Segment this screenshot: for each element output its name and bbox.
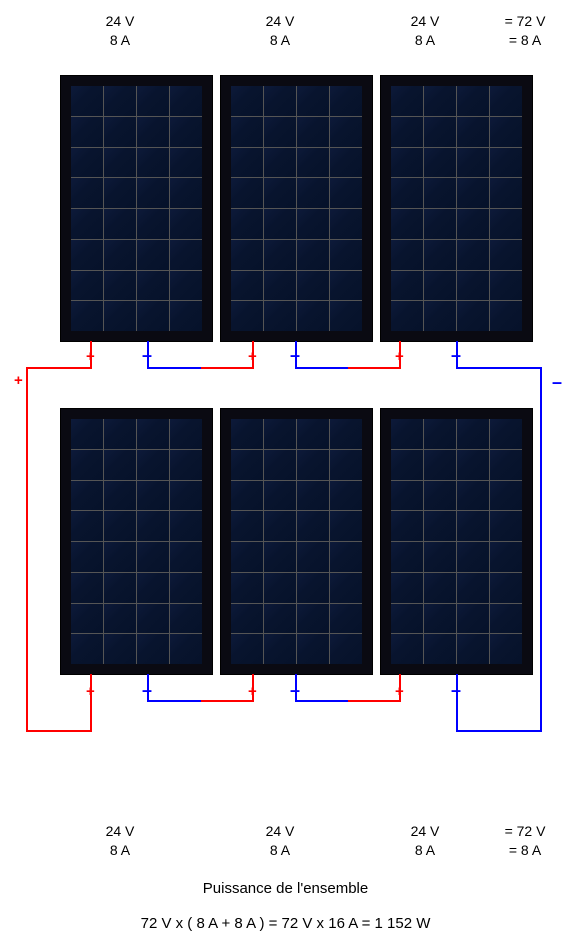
wire-neg bbox=[295, 700, 348, 702]
current-value: 8 A bbox=[270, 32, 290, 48]
panel-cells bbox=[391, 86, 522, 331]
wire-pos bbox=[26, 367, 92, 369]
panel-label-bottom-3: 24 V 8 A bbox=[395, 822, 455, 860]
wire-pos bbox=[399, 341, 401, 369]
wire-neg bbox=[147, 367, 201, 369]
solar-panel-6 bbox=[380, 408, 533, 675]
current-total: = 8 A bbox=[509, 32, 541, 48]
wire-neg bbox=[295, 341, 297, 369]
current-value: 8 A bbox=[110, 842, 130, 858]
plus-icon: + bbox=[14, 372, 23, 389]
wire-neg bbox=[147, 700, 201, 702]
solar-panel-3 bbox=[380, 75, 533, 342]
voltage-total: = 72 V bbox=[505, 823, 546, 839]
panel-label-bottom-1: 24 V 8 A bbox=[90, 822, 150, 860]
row-total-bottom: = 72 V = 8 A bbox=[495, 822, 555, 860]
current-value: 8 A bbox=[270, 842, 290, 858]
voltage-value: 24 V bbox=[106, 823, 135, 839]
current-value: 8 A bbox=[415, 32, 435, 48]
solar-panel-5 bbox=[220, 408, 373, 675]
current-value: 8 A bbox=[415, 842, 435, 858]
voltage-total: = 72 V bbox=[505, 13, 546, 29]
wire-pos bbox=[399, 674, 401, 702]
wire-pos bbox=[252, 341, 254, 369]
current-value: 8 A bbox=[110, 32, 130, 48]
voltage-value: 24 V bbox=[266, 823, 295, 839]
panel-label-top-2: 24 V 8 A bbox=[250, 12, 310, 50]
wire-pos bbox=[348, 700, 399, 702]
wire-pos bbox=[26, 730, 92, 732]
panel-label-top-3: 24 V 8 A bbox=[395, 12, 455, 50]
wire-pos bbox=[90, 674, 92, 732]
voltage-value: 24 V bbox=[411, 13, 440, 29]
wire-pos bbox=[201, 700, 252, 702]
wire-pos bbox=[348, 367, 399, 369]
wire-neg bbox=[456, 367, 542, 369]
caption-formula: 72 V x ( 8 A + 8 A ) = 72 V x 16 A = 1 1… bbox=[0, 915, 571, 932]
wire-neg bbox=[295, 367, 348, 369]
voltage-value: 24 V bbox=[411, 823, 440, 839]
panel-cells bbox=[231, 419, 362, 664]
solar-panel-1 bbox=[60, 75, 213, 342]
wire-neg bbox=[456, 674, 458, 732]
wire-pos bbox=[252, 674, 254, 702]
wire-neg bbox=[540, 367, 542, 732]
panel-label-bottom-2: 24 V 8 A bbox=[250, 822, 310, 860]
panel-cells bbox=[71, 419, 202, 664]
row-total-top: = 72 V = 8 A bbox=[495, 12, 555, 50]
wire-pos bbox=[201, 367, 252, 369]
voltage-value: 24 V bbox=[266, 13, 295, 29]
wire-neg bbox=[456, 730, 542, 732]
panel-label-top-1: 24 V 8 A bbox=[90, 12, 150, 50]
wire-neg bbox=[456, 341, 458, 369]
wire-pos bbox=[26, 367, 28, 732]
solar-panel-2 bbox=[220, 75, 373, 342]
minus-icon: – bbox=[552, 372, 562, 393]
panel-cells bbox=[71, 86, 202, 331]
wire-neg bbox=[147, 341, 149, 369]
panel-cells bbox=[391, 419, 522, 664]
wire-pos bbox=[90, 341, 92, 369]
caption-title: Puissance de l'ensemble bbox=[0, 880, 571, 897]
panel-cells bbox=[231, 86, 362, 331]
wire-neg bbox=[295, 674, 297, 702]
voltage-value: 24 V bbox=[106, 13, 135, 29]
current-total: = 8 A bbox=[509, 842, 541, 858]
solar-panel-4 bbox=[60, 408, 213, 675]
wire-neg bbox=[147, 674, 149, 702]
